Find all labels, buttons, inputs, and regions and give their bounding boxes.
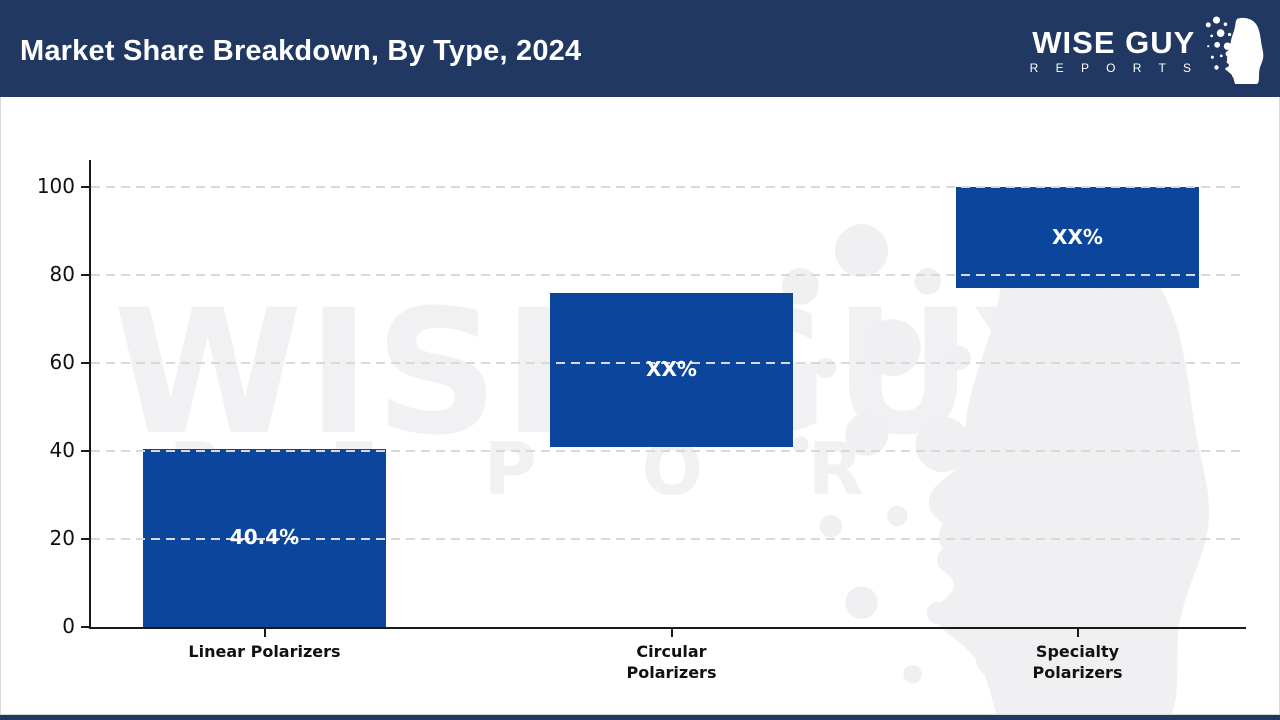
gridline-y100 [91, 186, 1246, 188]
y-tick-mark [81, 362, 89, 364]
bar-value-label: XX% [646, 356, 697, 381]
y-tick-mark [81, 186, 89, 188]
y-tick-label: 0 [62, 614, 75, 638]
brand-subtext: R E P O R T S [1029, 61, 1198, 75]
category-label-line: Circular [636, 642, 707, 661]
category-label: Circular Polarizers [522, 641, 822, 683]
brand-face-icon [1205, 15, 1264, 84]
category-label-line: Specialty [1035, 642, 1120, 661]
footer-strip [0, 715, 1280, 720]
y-tick-mark [81, 626, 89, 628]
chart-area: WISE GUY R E P O R T S 0 20 40 60 80 100 40.4%… [0, 97, 1280, 715]
x-axis-line [89, 627, 1246, 629]
y-tick-mark [81, 538, 89, 540]
category-label-line: Polarizers [1032, 663, 1123, 682]
x-tick-mark [263, 629, 266, 637]
bar-value-label: XX% [1052, 224, 1103, 249]
y-tick-mark [81, 450, 89, 452]
gridline-y20 [91, 538, 1246, 540]
category-label: Linear Polarizers [115, 641, 415, 662]
gridline-y80 [91, 274, 1246, 276]
brand-logo: WISE GUY R E P O R T S [1030, 10, 1266, 88]
category-label-line: Linear Polarizers [188, 642, 341, 661]
y-tick-label: 60 [49, 350, 75, 374]
y-tick-label: 80 [49, 262, 75, 286]
category-label-line: Polarizers [626, 663, 717, 682]
y-tick-label: 40 [49, 438, 75, 462]
brand-wordmark: WISE GUY [1032, 25, 1196, 60]
page-title: Market Share Breakdown, By Type, 2024 [20, 35, 582, 67]
y-tick-mark [81, 274, 89, 276]
x-tick-mark [670, 629, 673, 637]
header: Market Share Breakdown, By Type, 2024 WI… [0, 0, 1280, 97]
watermark-face-icon [781, 224, 1210, 714]
bar-value-label: 40.4% [229, 525, 300, 550]
bar-circular-polarizers [550, 292, 793, 447]
gridline-y40 [91, 450, 1246, 452]
y-axis-line [89, 160, 91, 629]
brand-logo-text: WISE GUY R E P O R T S [1029, 25, 1198, 76]
y-tick-label: 20 [49, 526, 75, 550]
category-label: Specialty Polarizers [928, 641, 1228, 683]
y-tick-label: 100 [36, 174, 75, 198]
gridline-y60 [91, 362, 1246, 364]
x-tick-mark [1076, 629, 1079, 637]
